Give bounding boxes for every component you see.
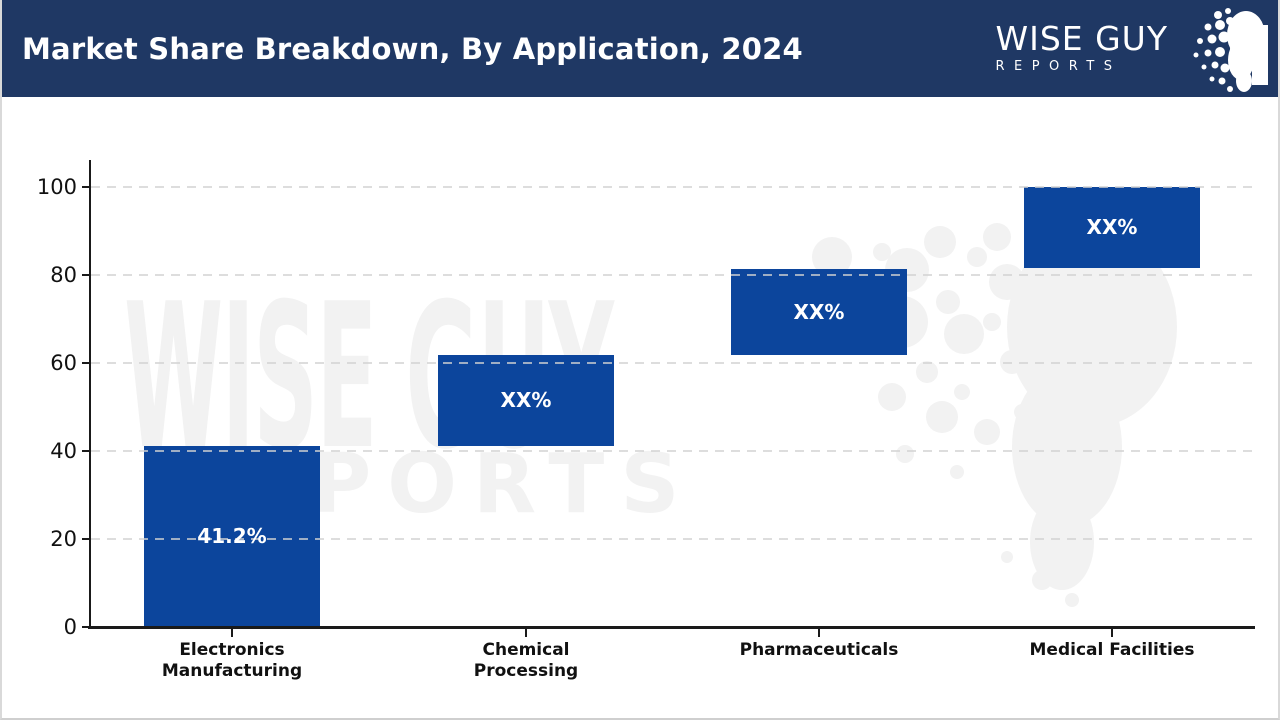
- gridline: [91, 450, 1255, 452]
- gridline: [91, 274, 1255, 276]
- bar-value-label: 41.2%: [197, 524, 267, 549]
- brand-logo-text: WISE GUY REPORTS: [995, 18, 1168, 76]
- x-axis: [88, 626, 1255, 629]
- gridline: [91, 186, 1255, 188]
- bar-value-label: XX%: [1086, 215, 1138, 240]
- x-category-label: Medical Facilities: [1029, 640, 1195, 660]
- y-tick-mark: [82, 450, 90, 452]
- y-axis: [89, 160, 91, 629]
- waterfall-bar: [144, 445, 320, 627]
- brand-subtitle: REPORTS: [995, 58, 1122, 74]
- header: Market Share Breakdown, By Application, …: [2, 0, 1278, 97]
- y-tick-mark: [82, 274, 90, 276]
- x-category-label: Chemical Processing: [473, 640, 579, 681]
- y-tick-label: 40: [50, 439, 77, 463]
- y-tick-mark: [82, 626, 90, 628]
- brand-name: WISE GUY: [995, 18, 1168, 58]
- gridline: [91, 538, 1255, 540]
- waterfall-bar: [731, 268, 907, 356]
- bar-value-label: XX%: [793, 299, 845, 324]
- waterfall-bar: [1024, 187, 1200, 268]
- y-tick-mark: [82, 186, 90, 188]
- y-tick-mark: [82, 362, 90, 364]
- x-category-label: Pharmaceuticals: [739, 640, 899, 660]
- x-tick-mark: [1111, 629, 1113, 637]
- brand-logo: WISE GUY REPORTS: [995, 5, 1278, 93]
- bar-value-label: XX%: [500, 388, 552, 413]
- y-tick-label: 20: [50, 527, 77, 551]
- y-tick-label: 60: [50, 351, 77, 375]
- x-tick-mark: [231, 629, 233, 637]
- x-tick-mark: [818, 629, 820, 637]
- waterfall-bar: [438, 355, 614, 446]
- gridline: [91, 362, 1255, 364]
- y-tick-label: 80: [50, 263, 77, 287]
- brand-head-icon: [1193, 7, 1268, 92]
- y-tick-label: 100: [36, 175, 77, 199]
- y-tick-label: 0: [63, 615, 77, 639]
- y-tick-mark: [82, 538, 90, 540]
- x-tick-mark: [525, 629, 527, 637]
- page-title: Market Share Breakdown, By Application, …: [22, 31, 803, 66]
- x-category-label: Electronics Manufacturing: [161, 640, 303, 681]
